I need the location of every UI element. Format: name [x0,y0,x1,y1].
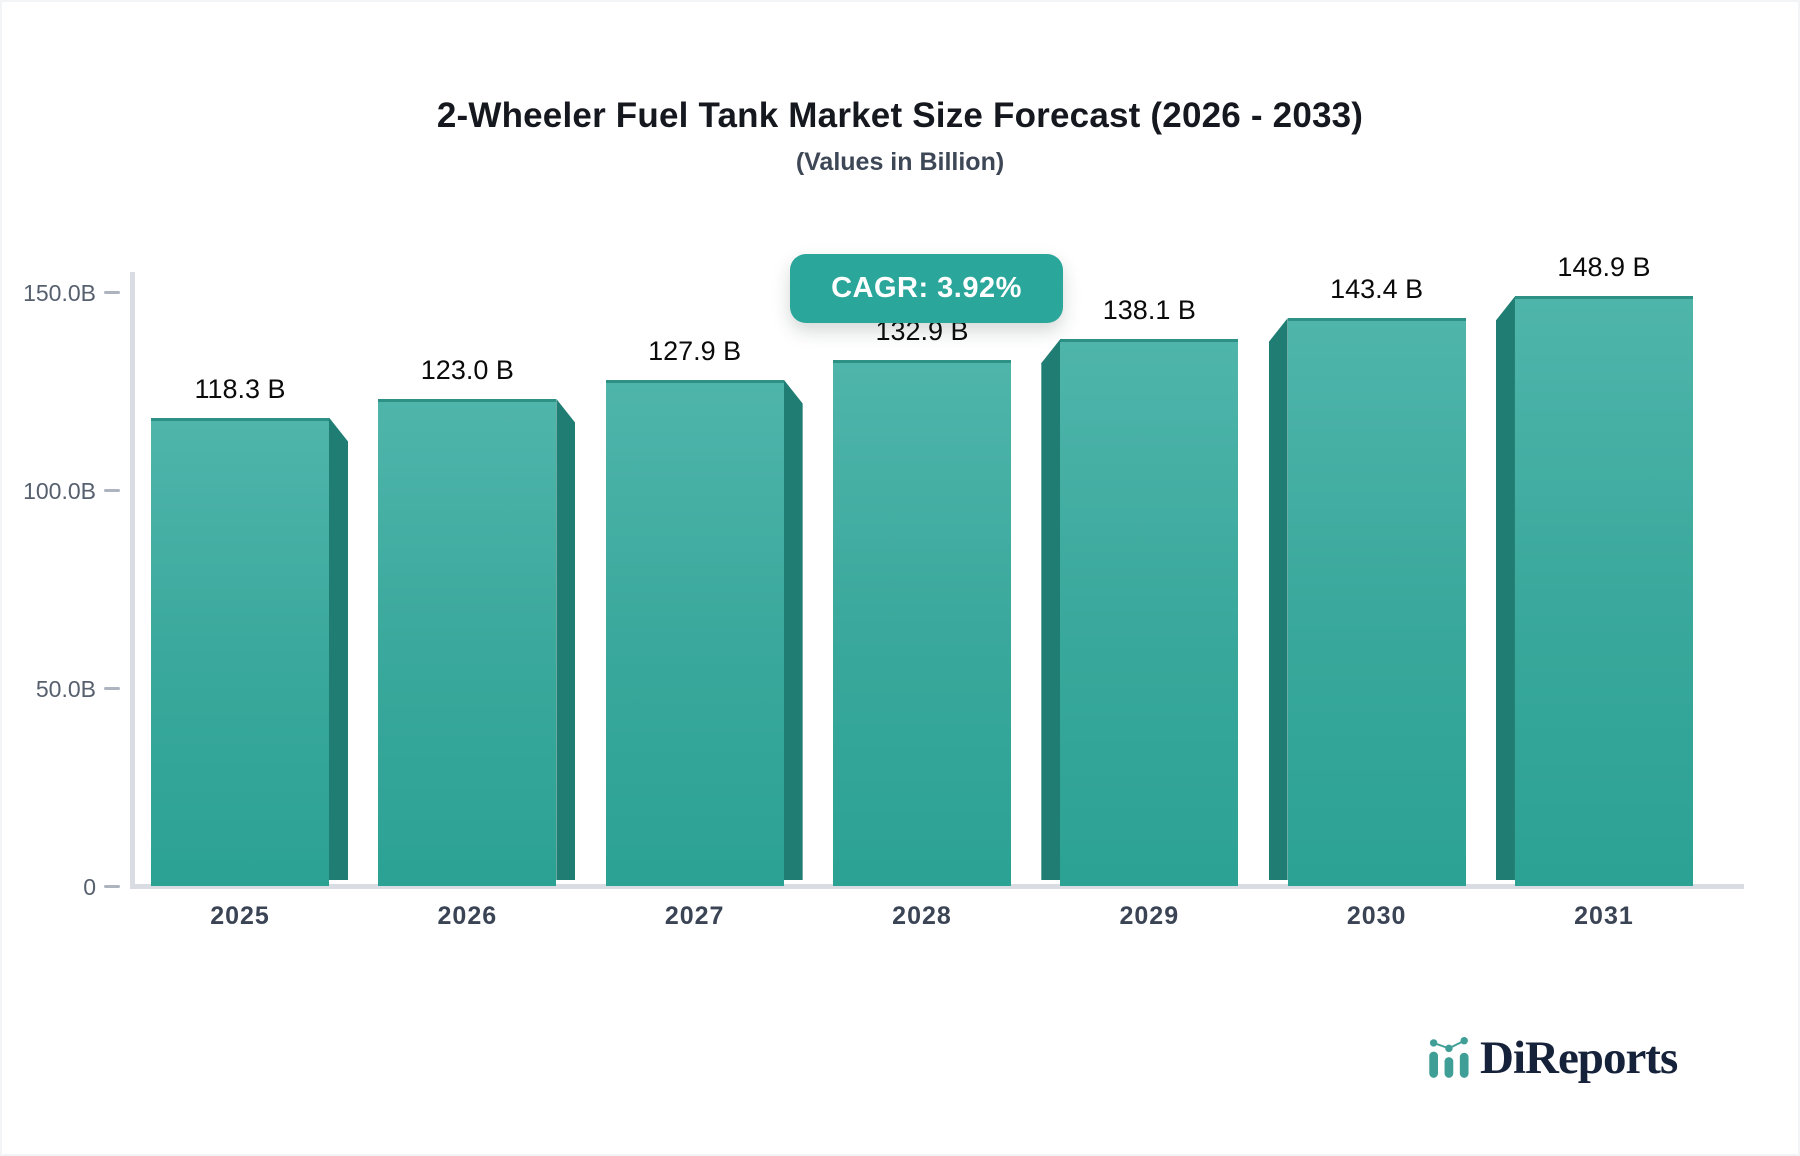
y-axis-tick-label: 50.0B [35,675,96,702]
y-axis-tick [104,885,120,888]
bar-2026 [378,398,557,886]
x-axis-line [130,884,1744,889]
bar-2029 [1060,339,1239,886]
bar-side-face [1495,296,1515,880]
x-axis-label: 2027 [664,902,725,930]
bar-2030 [1287,318,1466,886]
chart-subtitle: (Values in Billion) [795,148,1005,176]
y-axis-tick [104,687,120,690]
x-axis-label: 2029 [1119,902,1180,930]
bar-side-face [556,398,576,880]
bar-value-label: 148.9 B [1557,252,1651,283]
y-axis-tick [104,489,120,492]
mini-bar-chart-icon [1429,1037,1469,1078]
brand-name: DiReports [1480,1032,1678,1084]
y-axis-line [130,272,135,889]
x-axis-label: 2025 [210,902,270,930]
y-axis-tick-label: 100.0B [23,477,96,504]
bar-side-face [329,417,348,880]
bar-value-label: 138.1 B [1102,295,1196,326]
bar-value-label: 123.0 B [420,354,514,385]
y-axis-tick-label: 0 [83,873,96,900]
bar-2031 [1514,296,1693,886]
x-axis-label: 2031 [1574,902,1634,930]
x-axis-label: 2030 [1346,902,1407,930]
y-axis-tick [104,291,120,294]
bar-side-face [1041,339,1061,880]
brand-logo: DiReports [1428,1032,1678,1084]
cagr-badge: CAGR: 3.92% [790,254,1063,323]
bar-side-face [1268,318,1288,880]
chart-title: 2-Wheeler Fuel Tank Market Size Forecast… [436,96,1364,135]
x-axis-label: 2026 [437,902,498,930]
bar-2027 [605,379,784,886]
bar-value-label: 143.4 B [1330,274,1424,305]
bar-side-face [783,379,803,880]
bar-2028 [832,359,1011,886]
bar-value-label: 127.9 B [648,335,742,366]
x-axis-label: 2028 [892,902,952,930]
bar-value-label: 118.3 B [194,373,286,404]
y-axis-tick-label: 150.0B [23,279,96,306]
bar-2025 [151,417,329,886]
